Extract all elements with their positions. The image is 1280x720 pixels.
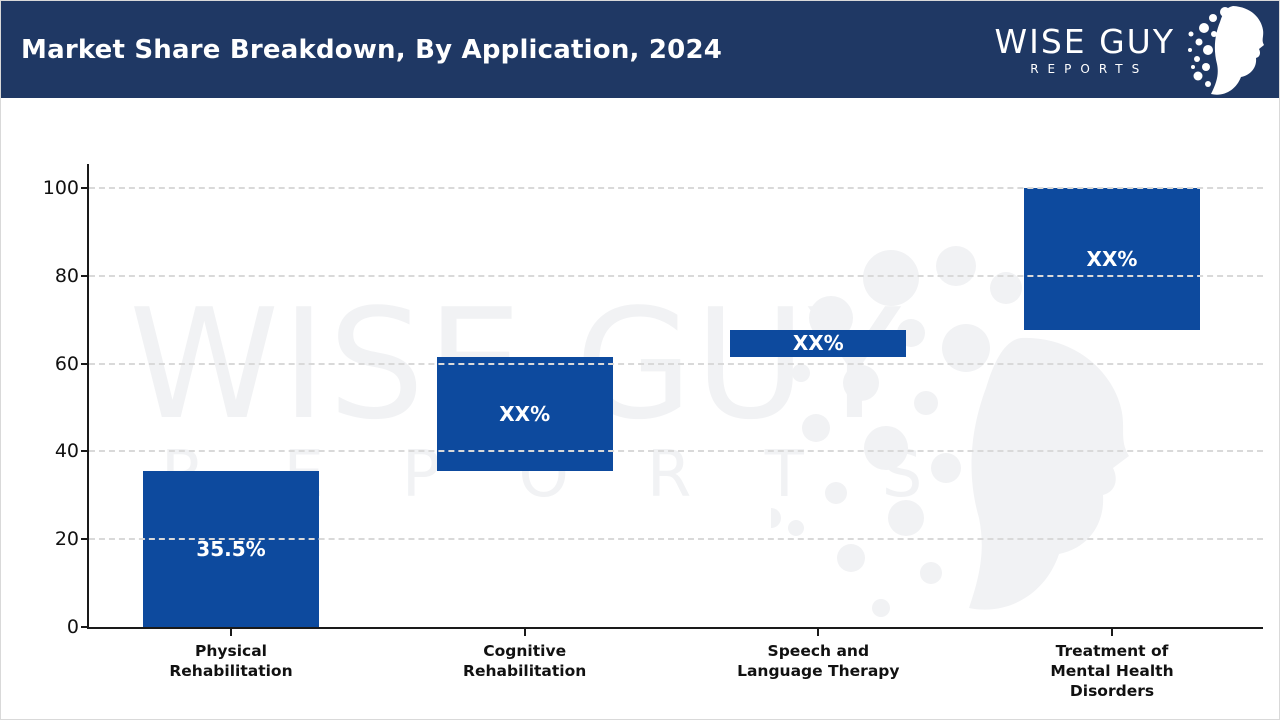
y-axis-tick-mark xyxy=(81,362,89,365)
x-axis-category-label: Physical Rehabilitation xyxy=(169,642,293,680)
y-axis-tick-mark xyxy=(81,538,89,541)
bar-value-label: XX% xyxy=(792,331,844,356)
y-axis-tick-label: 40 xyxy=(54,440,79,463)
x-axis-tick-mark xyxy=(1111,629,1113,636)
y-axis-tick-mark xyxy=(81,274,89,277)
header-bar: Market Share Breakdown, By Application, … xyxy=(1,1,1279,98)
y-axis-tick-mark xyxy=(81,626,89,628)
y-axis-tick-label: 100 xyxy=(42,177,79,199)
y-axis-tick-mark xyxy=(81,450,89,453)
y-axis-tick-mark xyxy=(81,187,89,189)
bar-segment: XX% xyxy=(730,329,907,357)
bar-value-label: XX% xyxy=(1086,246,1138,271)
gridline xyxy=(89,538,1263,541)
bar-segment: 35.5% xyxy=(143,471,319,627)
wise-guy-reports-logo: WISE GUY REPORTS xyxy=(994,4,1267,96)
x-axis-tick-mark xyxy=(523,629,526,636)
logo-text: WISE GUY REPORTS xyxy=(994,25,1175,75)
gridline xyxy=(89,274,1263,277)
bar-value-label: XX% xyxy=(499,402,551,427)
x-axis-tick-mark xyxy=(230,629,232,636)
y-axis-tick-label: 60 xyxy=(54,352,79,375)
chart-plot-area: WISE GUY REPORTS 35.5% XX% XX% XX% 0 20 40 60 80… xyxy=(1,98,1279,719)
x-axis-category-label: Treatment of Mental Health Disorders xyxy=(1050,642,1174,700)
y-axis-line xyxy=(87,164,89,629)
logo-subtitle: REPORTS xyxy=(1030,61,1149,76)
y-axis-tick-label: 80 xyxy=(54,264,79,287)
chart-title: Market Share Breakdown, By Application, … xyxy=(21,34,723,65)
logo-wordmark: WISE GUY xyxy=(994,21,1175,61)
bar-segment: XX% xyxy=(436,357,613,472)
x-axis-category-label: Speech and Language Therapy xyxy=(737,642,900,680)
bar-value-label: 35.5% xyxy=(196,537,266,562)
gridline xyxy=(89,187,1263,189)
logo-head-icon xyxy=(1188,5,1264,95)
watermark-head-icon xyxy=(771,246,1129,617)
bar-segment: XX% xyxy=(1024,188,1200,330)
x-axis-tick-mark xyxy=(817,629,820,636)
y-axis-tick-label: 0 xyxy=(66,616,79,638)
gridline xyxy=(89,362,1263,365)
x-axis-category-label: Cognitive Rehabilitation xyxy=(463,642,587,680)
gridline xyxy=(89,450,1263,453)
x-axis-line xyxy=(89,627,1263,629)
y-axis-tick-label: 20 xyxy=(54,528,79,551)
